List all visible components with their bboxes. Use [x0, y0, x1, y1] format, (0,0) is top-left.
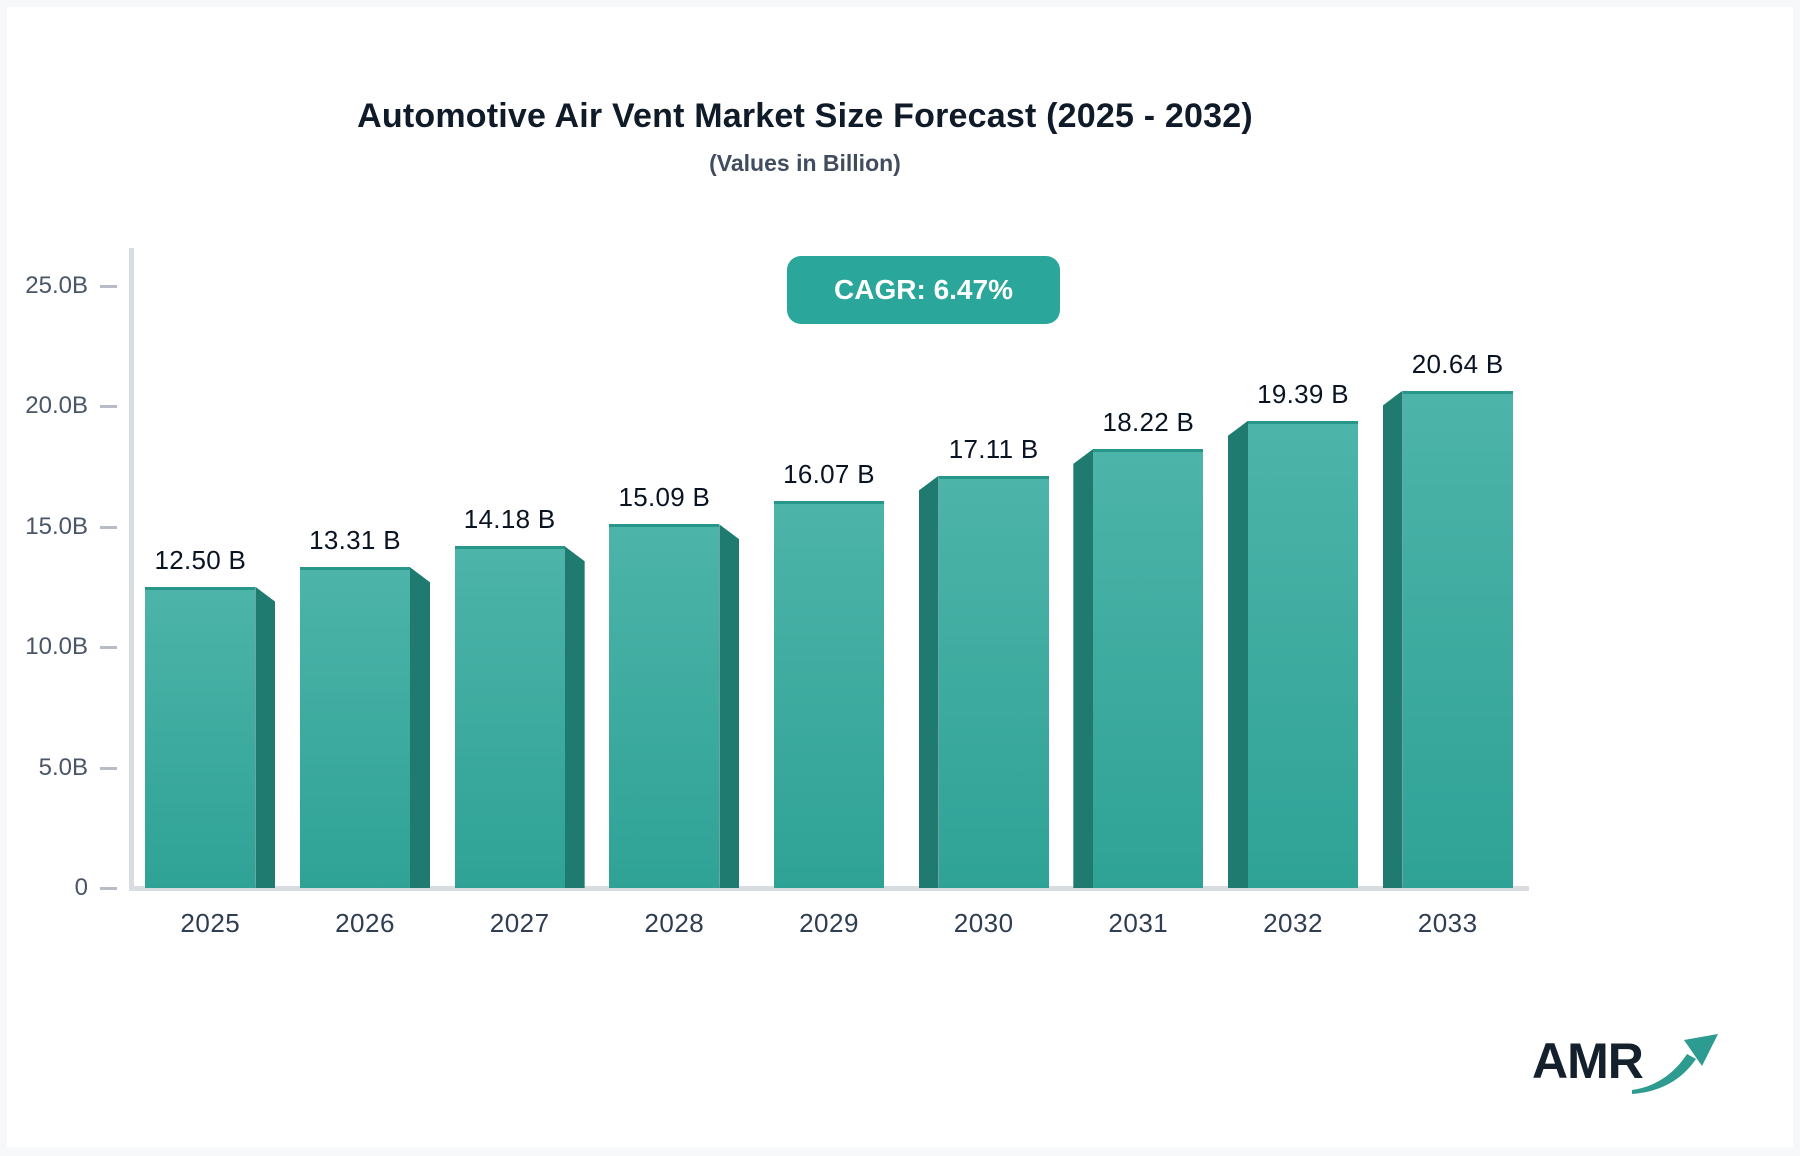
- bar-value-label: 17.11 B: [948, 433, 1039, 464]
- bar-value-label: 19.39 B: [1257, 378, 1349, 409]
- y-axis-tick-mark: [100, 646, 117, 649]
- chart-subtitle: (Values in Billion): [709, 150, 901, 176]
- bar-side-3d: [1228, 420, 1248, 888]
- bar-face: [145, 586, 256, 888]
- x-axis-label: 2026: [335, 908, 395, 938]
- bar-value-label: 12.50 B: [154, 544, 247, 575]
- x-axis-label: 2032: [1263, 908, 1323, 938]
- bar-side-3d: [719, 524, 740, 888]
- bar-face: [774, 500, 884, 888]
- bar-side-3d: [255, 586, 276, 888]
- growth-arrow-icon: [1629, 1030, 1725, 1111]
- y-axis-line: [129, 248, 134, 891]
- bar-side-3d: [1073, 448, 1094, 888]
- bar-face: [1248, 420, 1358, 888]
- bar-value-label: 15.09 B: [618, 482, 711, 513]
- x-axis-label: 2031: [1108, 908, 1169, 938]
- bar-value-label: 16.07 B: [783, 458, 875, 489]
- x-axis-label: 2029: [799, 908, 859, 938]
- y-axis-tick-label: 15.0B: [25, 512, 88, 540]
- chart-title: Automotive Air Vent Market Size Forecast…: [357, 97, 1253, 135]
- bar-side-3d: [918, 475, 939, 888]
- bar-value-label: 13.31 B: [309, 525, 401, 556]
- amr-logo-text: AMR: [1532, 1033, 1644, 1089]
- y-axis-tick-mark: [100, 405, 117, 408]
- bar-face: [609, 524, 720, 888]
- bar-value-label: 20.64 B: [1411, 348, 1504, 379]
- bar-face: [300, 567, 410, 888]
- x-axis-label: 2033: [1417, 908, 1478, 938]
- bar-side-3d: [410, 567, 430, 888]
- bar-side-3d: [564, 546, 585, 888]
- x-axis-label: 2028: [644, 908, 705, 938]
- y-axis-tick-label: 20.0B: [25, 392, 88, 419]
- bar-face: [1402, 390, 1513, 888]
- y-axis-tick-label: 25.0B: [25, 271, 88, 299]
- x-axis-label: 2030: [953, 908, 1014, 938]
- y-axis-tick-mark: [100, 887, 117, 890]
- bar-face: [1093, 448, 1204, 888]
- bar-value-label: 18.22 B: [1102, 406, 1195, 437]
- bar-face: [454, 546, 565, 888]
- cagr-badge: CAGR: 6.47%: [787, 256, 1060, 324]
- y-axis-tick-label: 0: [74, 874, 88, 901]
- y-axis-tick-mark: [100, 766, 117, 770]
- x-axis-label: 2025: [180, 908, 241, 938]
- bar-value-label: 14.18 B: [463, 504, 556, 535]
- y-axis-tick-mark: [100, 284, 117, 288]
- amr-logo: AMR: [1532, 1034, 1725, 1111]
- x-axis-label: 2027: [489, 908, 550, 938]
- y-axis-tick-label: 5.0B: [38, 753, 88, 781]
- bar-side-3d: [1382, 390, 1403, 888]
- y-axis-tick-mark: [100, 525, 117, 529]
- y-axis-tick-label: 10.0B: [25, 633, 88, 660]
- x-axis-baseline: [129, 886, 1529, 891]
- bar-face: [938, 475, 1049, 888]
